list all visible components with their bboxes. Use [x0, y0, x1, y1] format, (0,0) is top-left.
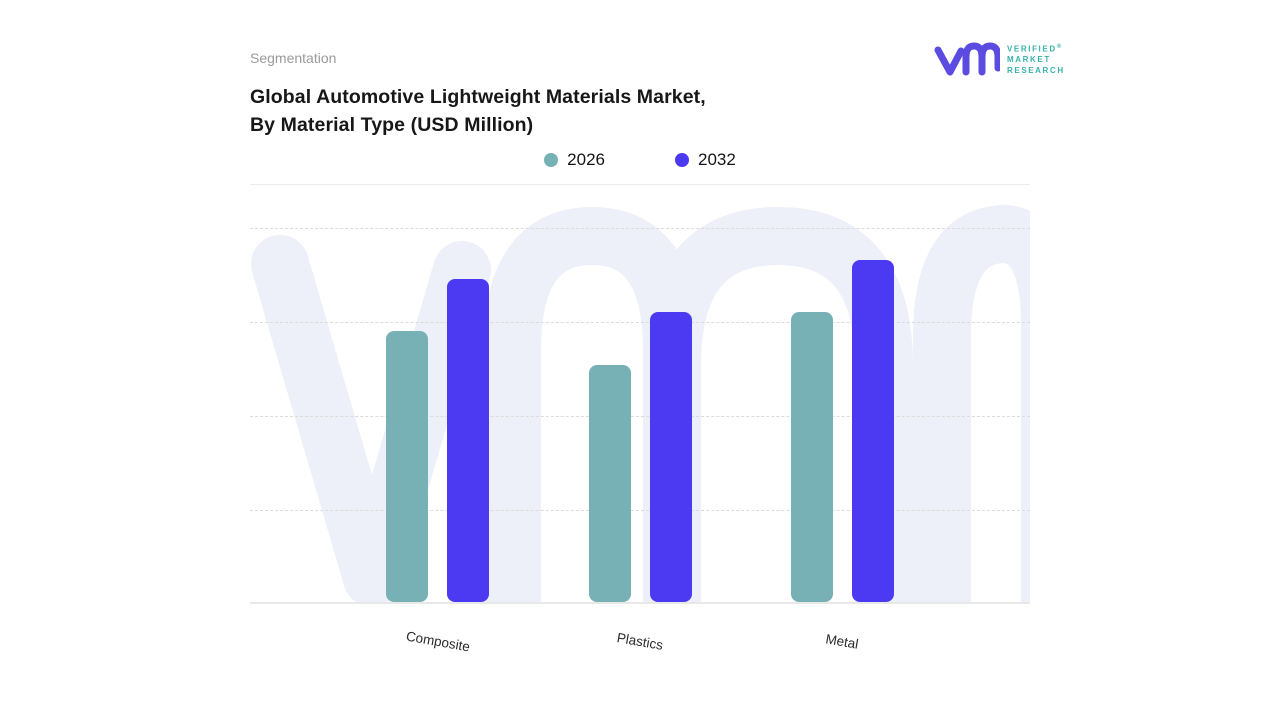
x-label-composite: Composite	[404, 628, 472, 655]
chart-legend: 2026 2032	[250, 150, 1030, 170]
legend-dot-2032	[675, 153, 689, 167]
gridline-3	[250, 416, 1030, 417]
bar-plastics-2032	[649, 312, 692, 602]
bar-plastics-2026	[588, 365, 631, 602]
x-axis-labels: Composite Plastics Metal	[250, 626, 1030, 686]
eyebrow-label: Segmentation	[250, 50, 337, 66]
bar-composite-2032	[447, 278, 490, 602]
registered-mark: ®	[1056, 43, 1063, 50]
legend-item-2032: 2032	[675, 150, 736, 170]
vmr-watermark	[251, 205, 1030, 604]
plot-area	[250, 186, 1030, 604]
vmr-logo: VERIFIED® MARKET RESEARCH	[932, 38, 1065, 80]
x-axis-line	[250, 602, 1030, 604]
bar-composite-2026	[386, 331, 429, 602]
x-label-metal: Metal	[824, 631, 860, 652]
bar-metal-2026	[790, 312, 833, 602]
legend-item-2026: 2026	[544, 150, 605, 170]
legend-label-2026: 2026	[567, 150, 605, 169]
logo-line-market: MARKET	[1007, 55, 1051, 65]
gridline-2	[250, 322, 1030, 323]
chart-title-line2: By Material Type (USD Million)	[250, 114, 534, 136]
legend-label-2032: 2032	[698, 150, 736, 169]
bar-metal-2032	[851, 259, 894, 602]
legend-dot-2026	[544, 153, 559, 167]
gridline-4	[250, 510, 1030, 511]
x-label-plastics: Plastics	[615, 630, 665, 653]
legend-separator	[250, 184, 1030, 185]
vmr-logo-glyph	[934, 42, 1000, 76]
logo-line-verified: VERIFIED®	[1007, 43, 1063, 54]
vmr-logo-text: VERIFIED® MARKET RESEARCH	[1007, 42, 1065, 76]
logo-line-research: RESEARCH	[1007, 65, 1065, 75]
chart-title-line1: Global Automotive Lightweight Materials …	[250, 86, 706, 108]
chart-title: Global Automotive Lightweight Materials …	[250, 83, 706, 139]
gridline-1	[250, 228, 1030, 229]
